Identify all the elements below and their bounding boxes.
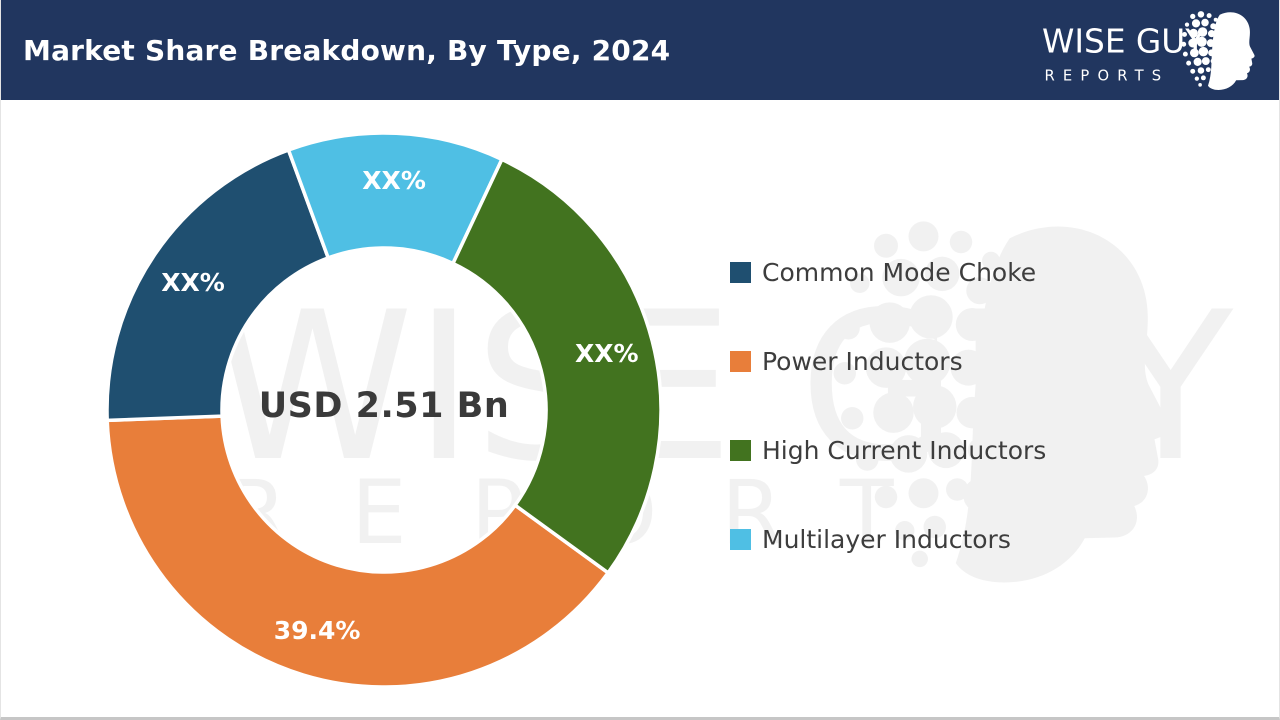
legend-label: Power Inductors xyxy=(762,347,963,376)
legend-swatch-high-current-inductors xyxy=(730,440,751,461)
legend-item-multilayer-inductors: Multilayer Inductors xyxy=(730,495,1046,584)
wise-guy-reports-logo: WISE GUY REPORTS xyxy=(1042,11,1255,90)
header-bar: Market Share Breakdown, By Type, 2024 WI… xyxy=(1,0,1279,100)
legend-item-high-current-inductors: High Current Inductors xyxy=(730,406,1046,495)
segment-label-common-mode-choke: XX% xyxy=(161,268,225,297)
segment-label-power-inductors: 39.4% xyxy=(274,616,361,645)
legend-swatch-power-inductors xyxy=(730,351,751,372)
legend-label: High Current Inductors xyxy=(762,436,1047,465)
logo-subtitle: REPORTS xyxy=(1044,67,1169,84)
legend-item-common-mode-choke: Common Mode Choke xyxy=(730,228,1046,317)
legend-label: Common Mode Choke xyxy=(762,258,1037,287)
legend-label: Multilayer Inductors xyxy=(762,525,1011,554)
chart-legend: Common Mode Choke Power Inductors High Cur… xyxy=(730,228,1046,584)
legend-swatch-common-mode-choke xyxy=(730,262,751,283)
logo-wordmark: WISE GUY xyxy=(1042,22,1206,60)
page-title: Market Share Breakdown, By Type, 2024 xyxy=(23,33,671,67)
segment-label-multilayer-inductors: XX% xyxy=(362,166,426,195)
donut-segment-high-current-inductors xyxy=(451,157,663,575)
donut-segment-common-mode-choke xyxy=(105,148,330,423)
donut-segment-power-inductors xyxy=(105,414,610,689)
logo-face-icon xyxy=(1181,11,1255,90)
donut-center-value: USD 2.51 Bn xyxy=(258,386,510,426)
donut-chart: 39.4% XX% XX% XX% xyxy=(105,131,663,689)
segment-label-high-current-inductors: XX% xyxy=(575,339,639,368)
legend-item-power-inductors: Power Inductors xyxy=(730,317,1046,406)
legend-swatch-multilayer-inductors xyxy=(730,529,751,550)
